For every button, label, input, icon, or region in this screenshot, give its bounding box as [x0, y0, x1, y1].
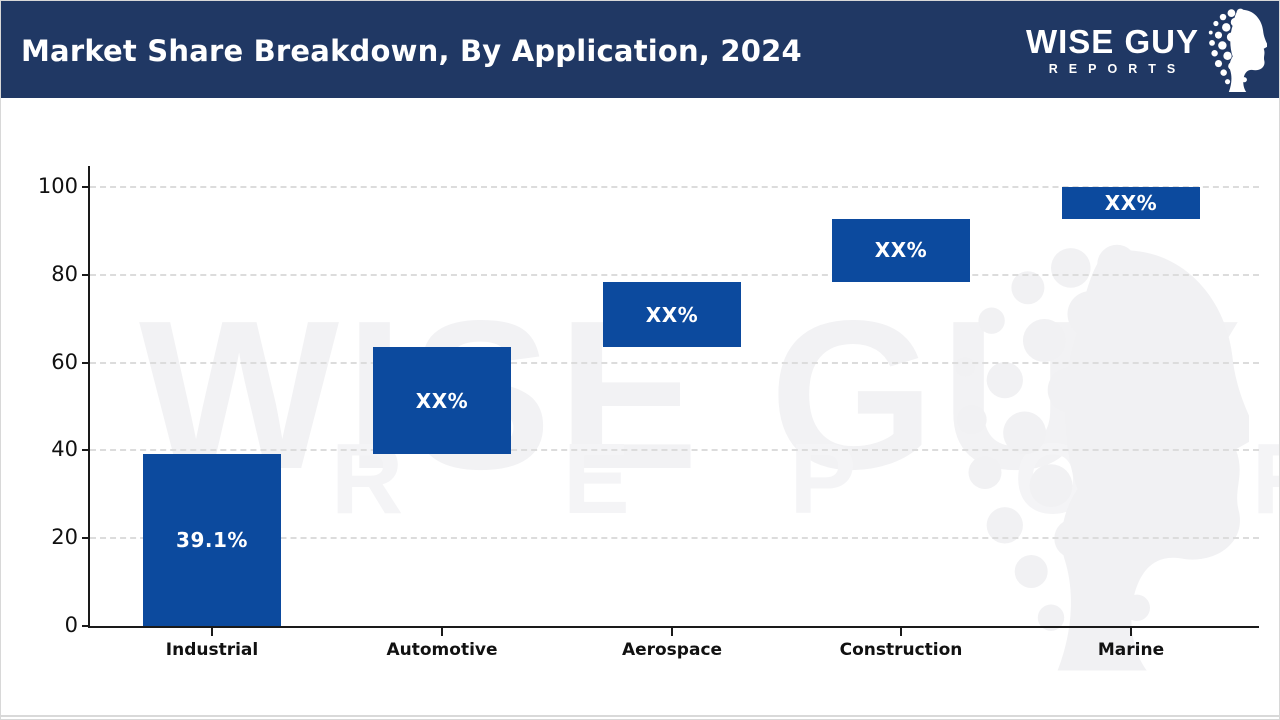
bar-aerospace: XX% [603, 282, 741, 348]
y-tick-label: 60 [51, 349, 78, 374]
bar-marine: XX% [1062, 187, 1200, 219]
bar-value-label: XX% [645, 302, 699, 327]
y-gridline [90, 361, 1259, 364]
footer-divider [1, 715, 1279, 717]
header: Market Share Breakdown, By Application, … [1, 1, 1279, 98]
bar-industrial: 39.1% [143, 454, 281, 626]
x-tick-label: Automotive [386, 640, 498, 660]
y-tick-label: 0 [64, 613, 78, 637]
y-gridline [90, 273, 1259, 276]
y-gridline [90, 537, 1259, 540]
x-tick-label: Aerospace [621, 640, 723, 660]
x-axis [88, 626, 1259, 628]
x-tick-mark [211, 628, 213, 636]
bar-automotive: XX% [373, 347, 511, 455]
y-tick-label: 40 [51, 437, 78, 462]
y-axis [88, 166, 90, 628]
x-tick-label: Marine [1097, 640, 1165, 660]
bar-value-label: XX% [1104, 190, 1158, 215]
y-tick-mark [82, 361, 90, 364]
x-tick-mark [441, 628, 443, 636]
y-tick-label: 20 [51, 525, 78, 550]
bar-construction: XX% [832, 218, 970, 283]
y-gridline [90, 449, 1259, 452]
bar-value-label: XX% [415, 388, 469, 413]
y-tick-mark [82, 273, 90, 276]
page-title: Market Share Breakdown, By Application, … [21, 34, 802, 68]
wise-guy-logo: WISE GUY REPORTS [1026, 7, 1267, 93]
y-tick-mark [82, 537, 90, 540]
y-gridline [90, 186, 1259, 188]
logo-sub-text: REPORTS [1048, 61, 1187, 76]
x-tick-label: Industrial [165, 640, 259, 660]
y-tick-label: 100 [37, 174, 78, 198]
x-tick-mark [671, 628, 673, 636]
x-tick-mark [900, 628, 902, 636]
y-tick-mark [82, 625, 90, 627]
bar-value-label: 39.1% [176, 528, 248, 553]
y-tick-label: 80 [51, 261, 78, 286]
y-tick-mark [82, 186, 90, 188]
dotted-head-icon [1208, 8, 1267, 92]
logo-wordmark: WISE GUY REPORTS [1026, 25, 1199, 76]
y-tick-mark [82, 449, 90, 452]
logo-brand-text: WISE GUY [1025, 22, 1199, 60]
bar-value-label: XX% [874, 238, 928, 263]
x-tick-label: Construction [839, 640, 963, 660]
x-tick-mark [1130, 628, 1132, 636]
